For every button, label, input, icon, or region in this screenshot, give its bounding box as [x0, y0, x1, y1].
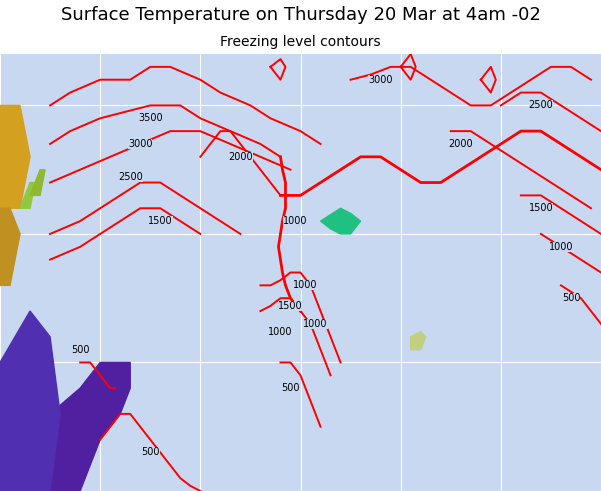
Polygon shape: [30, 170, 45, 195]
Text: 500: 500: [141, 447, 159, 458]
Text: 1000: 1000: [268, 327, 293, 337]
Text: 3000: 3000: [368, 75, 393, 85]
Text: 2000: 2000: [228, 152, 252, 162]
Text: 2500: 2500: [528, 101, 554, 110]
Polygon shape: [20, 183, 35, 208]
Text: 1000: 1000: [549, 242, 573, 252]
Text: 3500: 3500: [138, 113, 162, 123]
Text: 1000: 1000: [304, 319, 328, 329]
Text: 1500: 1500: [529, 203, 553, 213]
Text: 2000: 2000: [448, 139, 473, 149]
Text: 1000: 1000: [283, 216, 308, 226]
Text: 500: 500: [71, 345, 90, 355]
Text: 500: 500: [281, 383, 300, 393]
Polygon shape: [410, 331, 426, 350]
Text: 3000: 3000: [128, 139, 153, 149]
Text: 2500: 2500: [118, 172, 142, 182]
Text: 1000: 1000: [293, 280, 318, 290]
Polygon shape: [0, 106, 30, 208]
Polygon shape: [0, 208, 20, 285]
Text: 500: 500: [562, 293, 580, 303]
Polygon shape: [0, 362, 130, 491]
Text: 1500: 1500: [278, 301, 303, 311]
Text: Surface Temperature on Thursday 20 Mar at 4am -02: Surface Temperature on Thursday 20 Mar a…: [61, 6, 540, 24]
Polygon shape: [320, 208, 361, 234]
Text: 1500: 1500: [148, 216, 172, 226]
Polygon shape: [0, 311, 60, 491]
Text: Freezing level contours: Freezing level contours: [220, 35, 381, 49]
